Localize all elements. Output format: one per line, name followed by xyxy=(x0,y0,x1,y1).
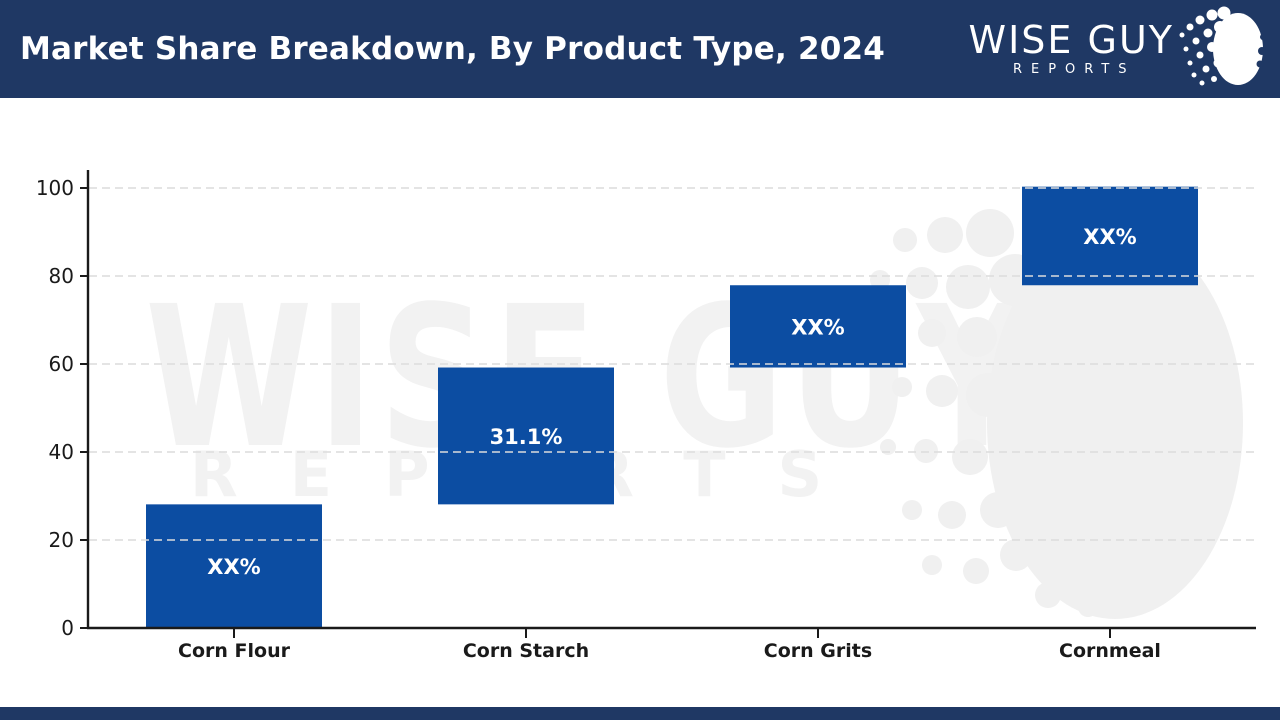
logo-text: WISE GUY REPORTS xyxy=(968,18,1174,77)
y-tick-label: 100 xyxy=(36,176,74,200)
logo-wordmark: WISE GUY xyxy=(968,18,1174,63)
y-tick-label: 20 xyxy=(49,528,74,552)
y-tick-label: 80 xyxy=(49,264,74,288)
footer-bar xyxy=(0,707,1280,720)
y-tick-label: 0 xyxy=(61,616,74,640)
logo-face-icon xyxy=(1179,6,1266,86)
bar xyxy=(146,504,322,628)
bar xyxy=(730,285,906,368)
bar-label: 31.1% xyxy=(490,425,563,449)
bar xyxy=(438,367,614,505)
x-tick-label: Corn Starch xyxy=(463,640,589,662)
logo-subtitle: REPORTS xyxy=(1012,61,1136,77)
bar xyxy=(1022,186,1198,286)
y-tick-label: 40 xyxy=(49,440,74,464)
page-title: Market Share Breakdown, By Product Type,… xyxy=(20,31,886,67)
x-tick-label: Corn Grits xyxy=(764,640,872,662)
bar-label: XX% xyxy=(791,315,844,339)
bar-label: XX% xyxy=(207,555,260,579)
x-tick-label: Cornmeal xyxy=(1059,640,1161,662)
bar-label: XX% xyxy=(1083,225,1136,249)
header: Market Share Breakdown, By Product Type,… xyxy=(0,0,1280,98)
wiseguy-logo: WISE GUY REPORTS xyxy=(969,4,1272,94)
y-tick-label: 60 xyxy=(49,352,74,376)
x-tick-label: Corn Flour xyxy=(178,640,291,662)
